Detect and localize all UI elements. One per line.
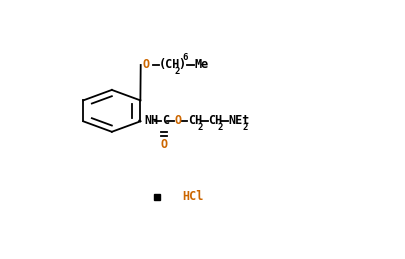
Text: O: O [160,138,168,151]
Text: CH: CH [188,114,202,127]
Text: NH: NH [145,114,159,127]
Text: 2: 2 [217,123,223,132]
Text: (CH: (CH [159,59,181,71]
Text: 2: 2 [198,123,203,132]
Text: 2: 2 [174,67,180,76]
Text: NEt: NEt [228,114,249,127]
Text: 6: 6 [183,53,188,62]
Text: CH: CH [208,114,222,127]
Text: HCl: HCl [182,190,204,203]
Text: 2: 2 [242,123,247,132]
Text: O: O [143,59,150,71]
Text: ): ) [178,59,185,71]
Text: C: C [162,114,169,127]
Text: O: O [175,114,182,127]
Text: Me: Me [194,59,209,71]
